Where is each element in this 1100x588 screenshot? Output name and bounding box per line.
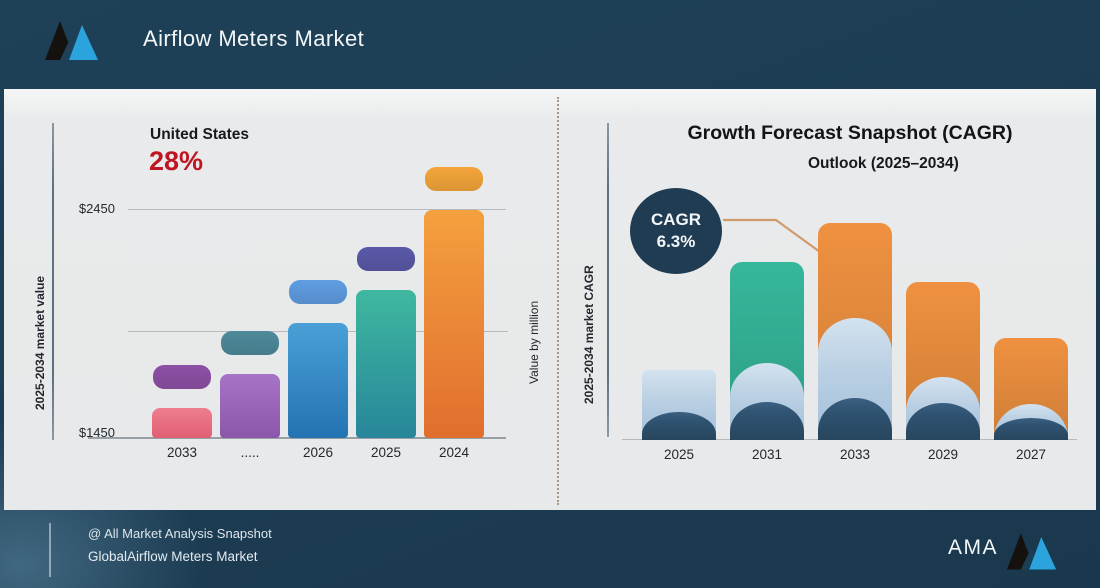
- bar-group-2024: 2024: [424, 167, 484, 460]
- ama-logo-footer: [1006, 533, 1057, 570]
- bar-2033[interactable]: [152, 408, 212, 438]
- page-title: Airflow Meters Market: [143, 26, 365, 51]
- footer-rule: [49, 523, 51, 577]
- right-chart-bars: 2025 2031 2033 2029 2027: [642, 140, 1068, 462]
- x-label-2029: 2029: [927, 447, 959, 462]
- cagr-badge: CAGR 6.3%: [630, 188, 722, 274]
- bar-group-.....: .....: [220, 331, 280, 460]
- bar-.....[interactable]: [220, 374, 280, 438]
- right-chart-title: Growth Forecast Snapshot (CAGR): [687, 122, 1013, 144]
- bar-group-2025: 2025: [356, 247, 416, 460]
- footer-credit: @ All Market Analysis Snapshot: [88, 526, 272, 541]
- panel-divider: [557, 97, 559, 505]
- x-label-2027: 2027: [1015, 447, 1047, 462]
- right-chart-subtitle: Outlook (2025–2034): [808, 155, 959, 172]
- ama-logo-header: [45, 21, 98, 60]
- bar-group-2026: 2026: [288, 280, 348, 460]
- bar-cap-2024[interactable]: [425, 167, 483, 191]
- cagr-badge-value: 6.3%: [656, 232, 696, 251]
- left-chart-annotation: 28%: [149, 146, 204, 176]
- x-label-.....: .....: [240, 445, 260, 460]
- bar-segment-base-2027[interactable]: [994, 418, 1068, 440]
- x-label-2033: 2033: [839, 447, 871, 462]
- left-chart-title: United States: [150, 126, 250, 143]
- tick-2450: $2450: [78, 201, 115, 216]
- bar-2025[interactable]: [356, 290, 416, 438]
- footer-brand-text: AMA: [948, 536, 999, 559]
- x-label-2025: 2025: [370, 445, 402, 460]
- left-right-axis-label: Value by million: [527, 300, 541, 384]
- x-label-2033: 2033: [166, 445, 198, 460]
- bar-cap-2025[interactable]: [357, 247, 415, 271]
- bar-2024[interactable]: [424, 210, 484, 438]
- bar-group-2033: 2033: [152, 365, 212, 460]
- bar-segment-base-2025[interactable]: [642, 412, 716, 440]
- tick-1450: $1450: [78, 425, 115, 440]
- x-label-2025: 2025: [663, 447, 695, 462]
- footer-report-name: GlobalAirflow Meters Market: [88, 549, 258, 564]
- left-y-axis-label: 2025-2034 market value: [33, 275, 47, 410]
- left-chart-bars: 2033..... 2026 2025 2024: [152, 128, 484, 460]
- right-y-axis: [607, 123, 609, 437]
- left-y-axis: [52, 123, 54, 440]
- left-x-axis: [88, 437, 506, 439]
- gridline-top: [128, 209, 506, 210]
- x-label-2026: 2026: [302, 445, 334, 460]
- bar-cap-.....[interactable]: [221, 331, 279, 355]
- bar-cap-2033[interactable]: [153, 365, 211, 389]
- right-y-axis-label: 2025-2034 market CAGR: [582, 265, 596, 404]
- bar-cap-2026[interactable]: [289, 280, 347, 304]
- x-label-2024: 2024: [438, 445, 470, 460]
- bar-2026[interactable]: [288, 323, 348, 438]
- x-label-2031: 2031: [751, 447, 783, 462]
- cagr-badge-label: CAGR: [650, 209, 702, 229]
